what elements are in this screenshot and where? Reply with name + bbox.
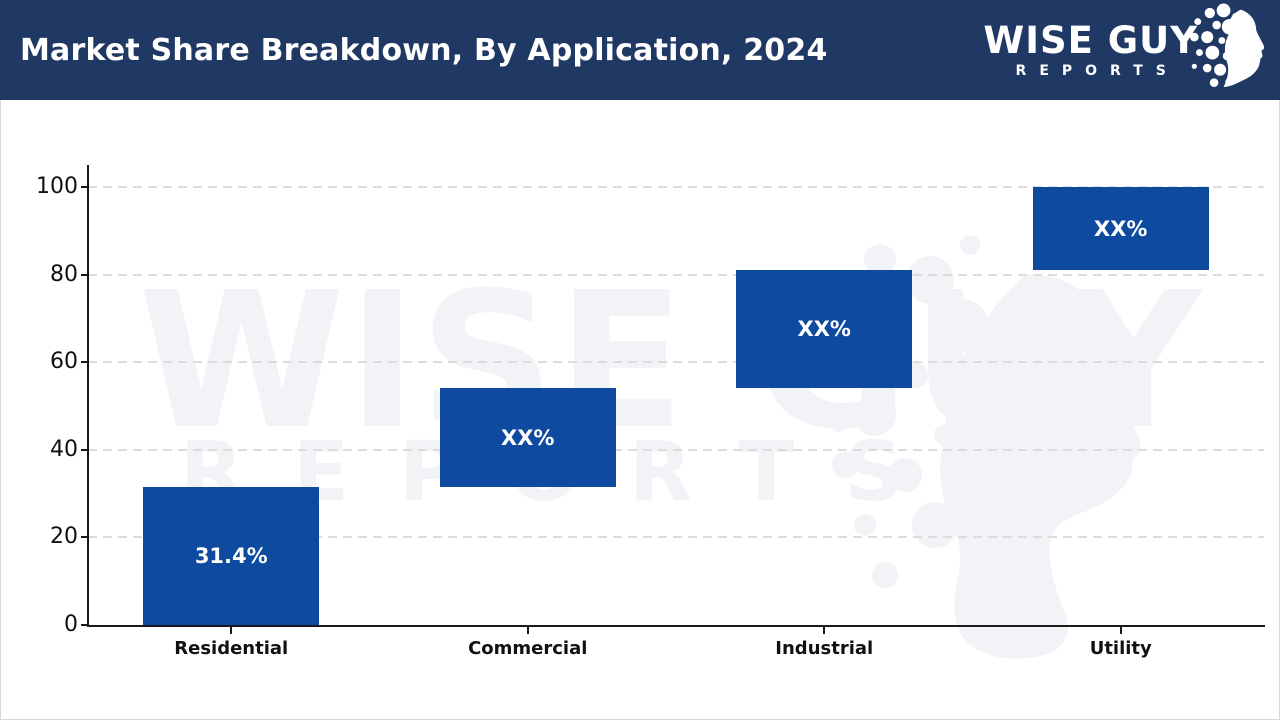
y-tick-label: 0: [64, 612, 78, 637]
bar-commercial: XX%: [439, 388, 616, 488]
logo-wordmark: WISE GUY: [983, 18, 1198, 62]
y-axis-tick: [81, 536, 88, 539]
y-tick-label: 20: [50, 524, 78, 550]
y-gridline-20: [88, 536, 1264, 539]
y-tick-label: 40: [50, 436, 78, 462]
x-axis-tick: [526, 627, 529, 634]
y-axis-tick: [81, 186, 88, 188]
x-axis-line: [87, 625, 1265, 627]
bar-value-label: 31.4%: [194, 544, 268, 569]
y-gridline-60: [88, 361, 1264, 364]
y-tick-label: 60: [50, 349, 78, 375]
bar-industrial: XX%: [736, 270, 913, 389]
y-gridline-80: [88, 273, 1264, 276]
y-tick-label: 80: [50, 261, 78, 287]
x-axis-tick: [1119, 627, 1122, 634]
x-category-label-industrial: Industrial: [775, 638, 874, 659]
y-gridline-40: [88, 448, 1264, 451]
y-axis-line: [87, 165, 89, 627]
y-tick-label: 100: [36, 174, 78, 199]
chart-canvas: WISE GUY REPORTS 02040608010031.4%Reside…: [0, 100, 1280, 720]
x-axis-tick: [230, 627, 233, 634]
x-category-label-utility: Utility: [1089, 638, 1152, 659]
page-title: Market Share Breakdown, By Application, …: [20, 32, 828, 68]
x-axis-tick: [823, 627, 826, 634]
y-axis-tick: [81, 448, 88, 451]
y-gridline-100: [88, 186, 1264, 188]
bar-utility: XX%: [1032, 187, 1209, 271]
logo-subtitle: REPORTS: [1015, 62, 1179, 79]
bar-residential: 31.4%: [143, 487, 320, 625]
wiseguy-logo: WISE GUY REPORTS: [983, 2, 1270, 98]
x-category-label-residential: Residential: [174, 638, 289, 659]
wiseguy-logo-text: WISE GUY REPORTS: [983, 22, 1198, 79]
wiseguy-head-icon: [1190, 3, 1265, 87]
y-axis-tick: [81, 624, 88, 626]
y-axis-tick: [81, 273, 88, 276]
bar-value-label: XX%: [797, 317, 851, 342]
bar-value-label: XX%: [1094, 216, 1148, 241]
bar-value-label: XX%: [501, 425, 555, 450]
y-axis-tick: [81, 361, 88, 364]
x-category-label-commercial: Commercial: [468, 638, 588, 659]
header-bar: Market Share Breakdown, By Application, …: [0, 0, 1280, 100]
